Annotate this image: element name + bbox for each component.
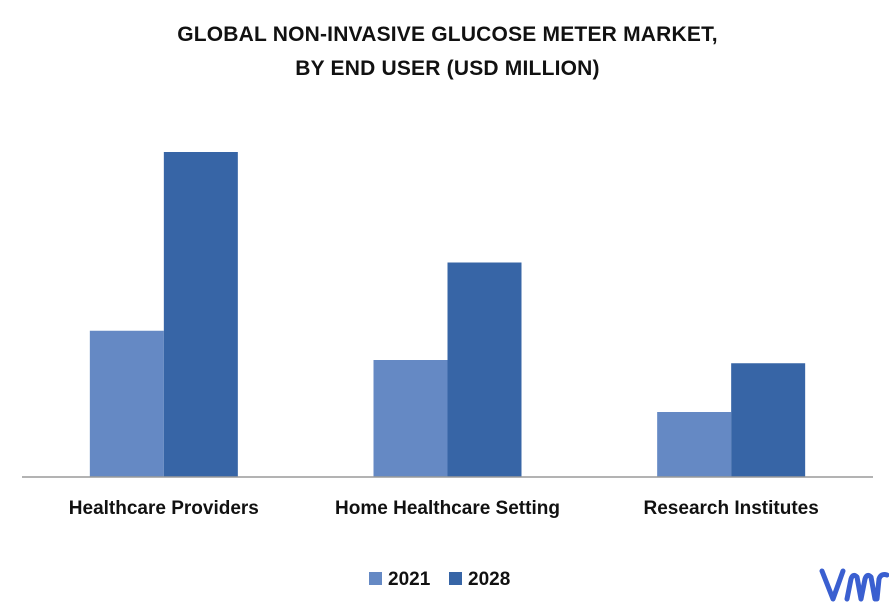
legend-label-2028: 2028 bbox=[468, 569, 510, 590]
bar-2028-healthcare-providers bbox=[163, 152, 238, 477]
x-tick-label: Healthcare Providers bbox=[69, 498, 259, 519]
bar-2021-research-institutes bbox=[657, 412, 732, 477]
chart-title: GLOBAL NON-INVASIVE GLUCOSE METER MARKET… bbox=[0, 18, 895, 86]
chart-title-line-1: GLOBAL NON-INVASIVE GLUCOSE METER MARKET… bbox=[177, 23, 718, 46]
chart-title-line-2: BY END USER (USD MILLION) bbox=[295, 57, 600, 80]
bar-2028-home-healthcare-setting bbox=[447, 262, 522, 477]
bar-2021-healthcare-providers bbox=[89, 330, 164, 477]
legend-swatch-2028 bbox=[449, 572, 462, 585]
legend-label-2021: 2021 bbox=[388, 569, 431, 590]
x-tick-label: Research Institutes bbox=[644, 498, 819, 519]
vmr-logo-icon bbox=[819, 568, 889, 602]
x-tick-label: Home Healthcare Setting bbox=[335, 498, 560, 519]
bar-2028-research-institutes bbox=[731, 363, 806, 477]
bar-2021-home-healthcare-setting bbox=[373, 360, 448, 477]
legend-swatch-2021 bbox=[369, 572, 382, 585]
